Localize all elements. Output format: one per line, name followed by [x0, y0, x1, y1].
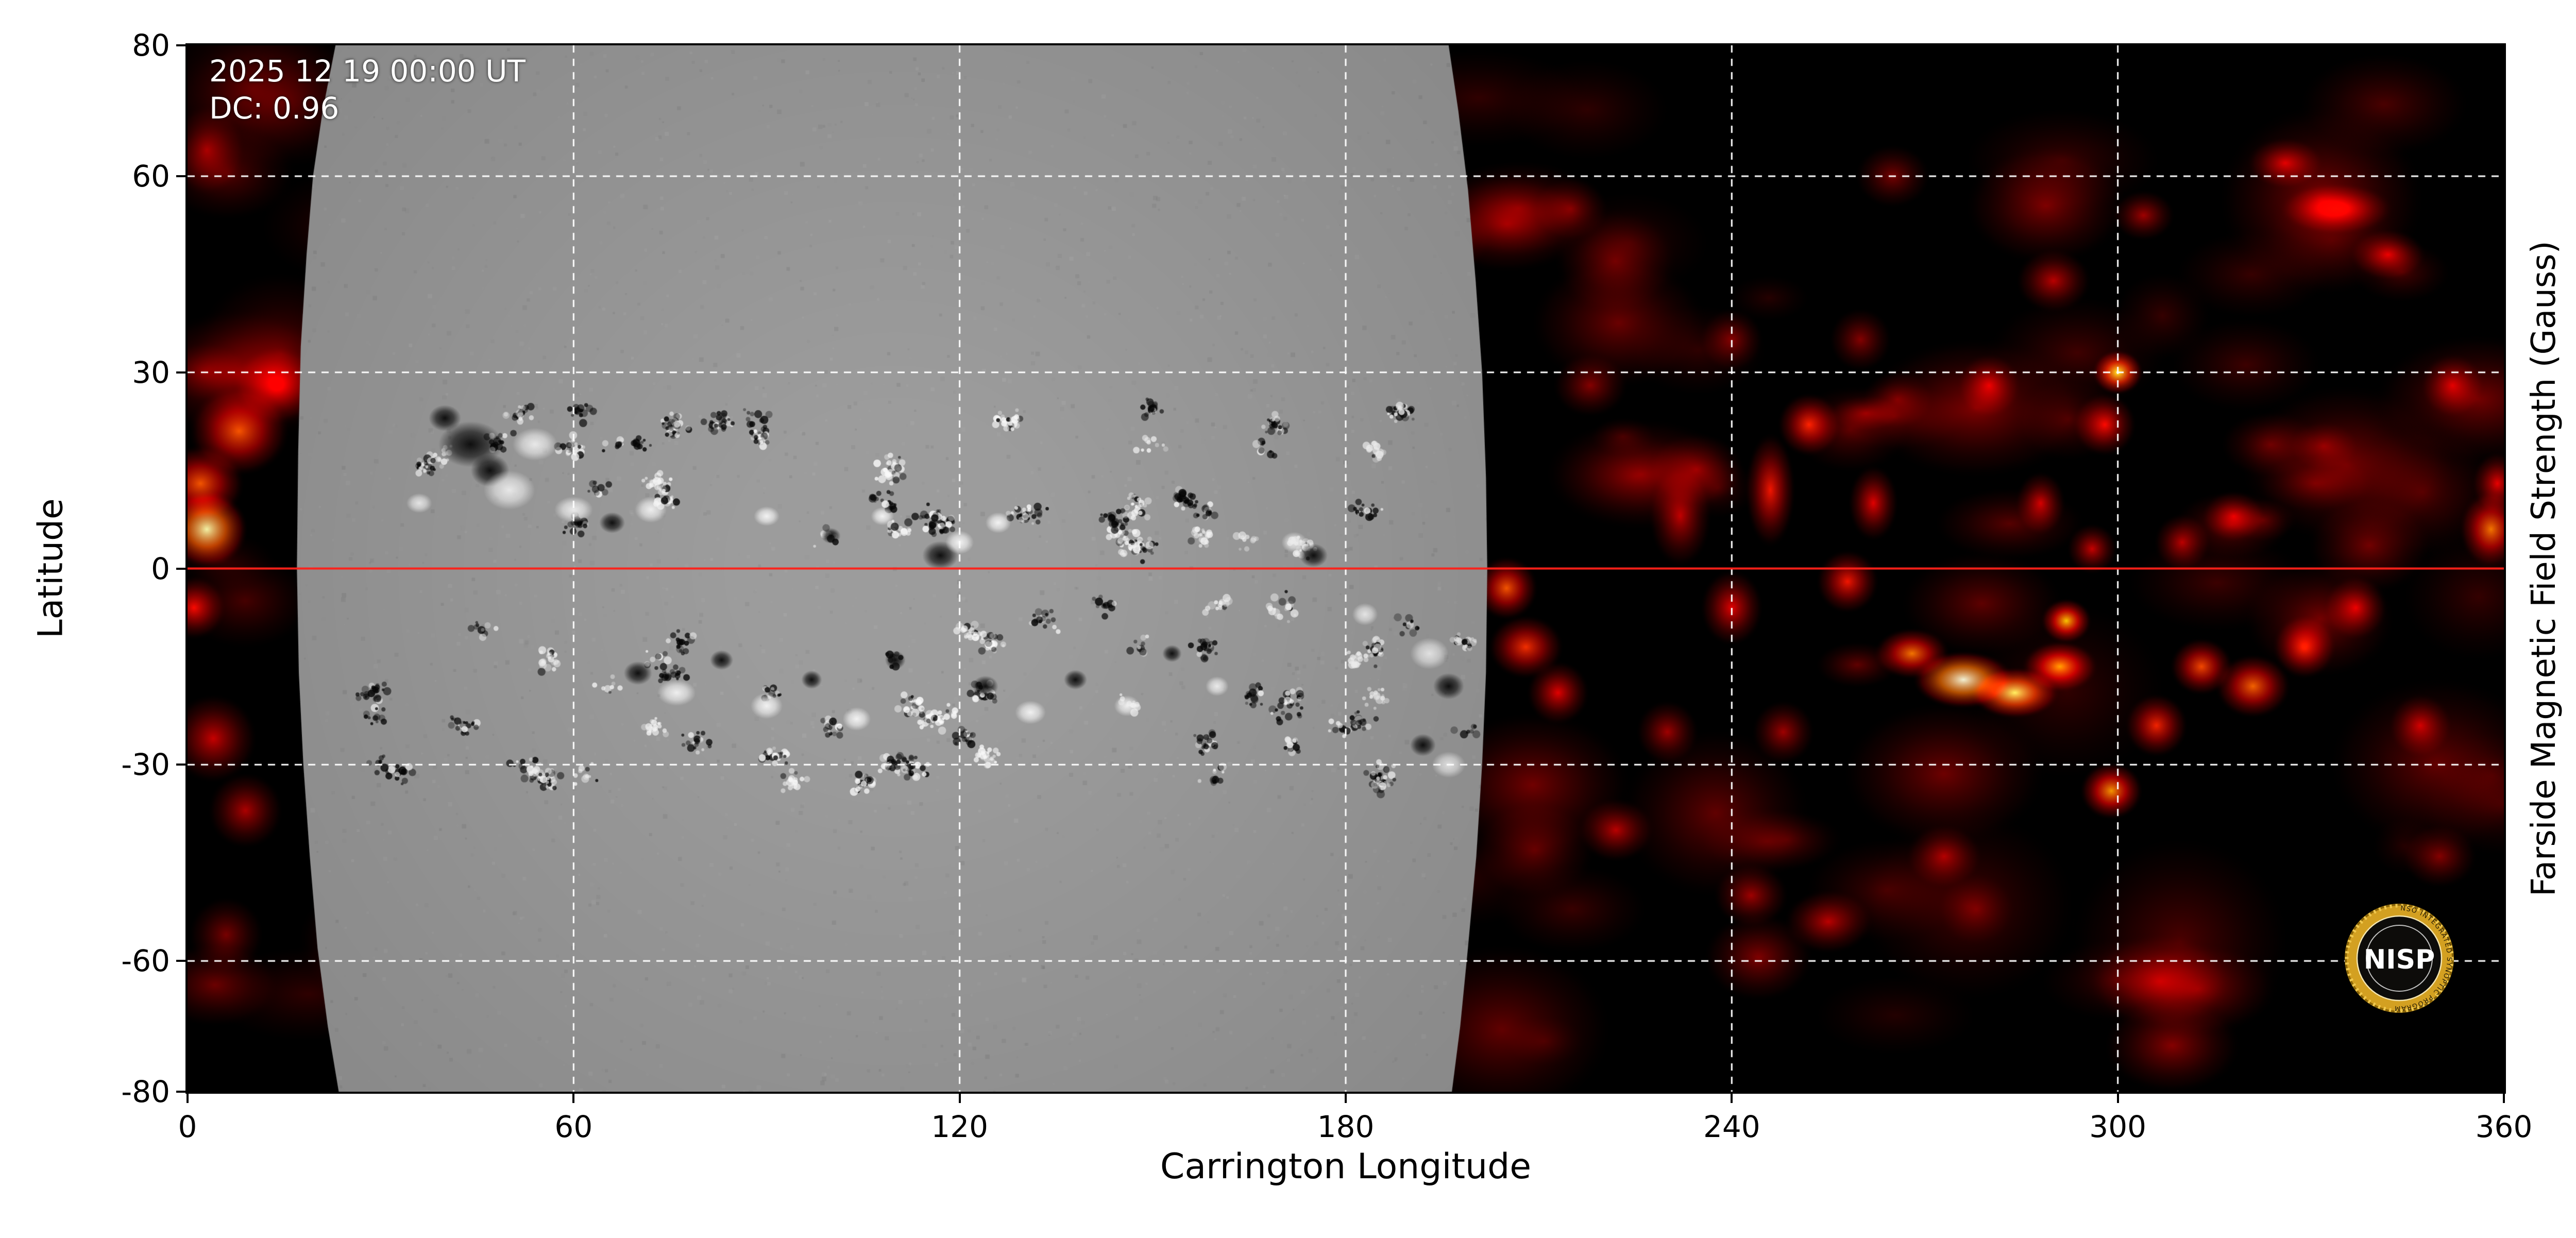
logo-sunburst — [2345, 904, 2454, 1013]
timestamp-annotation: 2025 12 19 00:00 UT — [209, 54, 526, 89]
y-tick-label: 30 — [132, 354, 170, 390]
plot-annotations: 2025 12 19 00:00 UT DC: 0.96 — [209, 53, 526, 127]
logo-text: NISP — [2364, 944, 2435, 975]
y-tick-label: 80 — [132, 28, 170, 63]
x-tick-label: 300 — [2089, 1109, 2147, 1144]
x-tick-label: 360 — [2475, 1109, 2533, 1144]
x-tick-mark — [2116, 1094, 2119, 1103]
y-tick-mark — [176, 1091, 185, 1093]
y-tick-mark — [176, 960, 185, 962]
map-plot-area: 2025 12 19 00:00 UT DC: 0.96 NSO INTEGRA… — [185, 43, 2506, 1094]
x-tick-label: 240 — [1703, 1109, 1760, 1144]
logo-inner-disc — [2356, 915, 2443, 1002]
y-tick-mark — [176, 567, 185, 570]
x-axis-label: Carrington Longitude — [1160, 1146, 1532, 1187]
logo-inner-ring — [2366, 925, 2433, 992]
x-tick-label: 180 — [1317, 1109, 1375, 1144]
x-tick-label: 0 — [178, 1109, 197, 1144]
y-tick-mark — [176, 764, 185, 766]
x-tick-mark — [958, 1094, 961, 1103]
y-tick-label: -60 — [121, 943, 170, 979]
farside-colorbar-label: Farside Magnetic Field Strength (Gauss) — [2525, 241, 2563, 896]
y-tick-mark — [176, 371, 185, 374]
nisp-logo: NSO INTEGRATED SYNOPTIC PROGRAM NISP — [2345, 904, 2454, 1013]
x-tick-mark — [2503, 1094, 2505, 1103]
y-tick-mark — [176, 175, 185, 177]
x-tick-label: 60 — [554, 1109, 593, 1144]
y-tick-label: 0 — [151, 551, 170, 586]
x-tick-mark — [1731, 1094, 1733, 1103]
y-axis-label: Latitude — [30, 498, 71, 639]
x-tick-label: 120 — [931, 1109, 989, 1144]
duty-cycle-annotation: DC: 0.96 — [209, 91, 340, 126]
x-tick-mark — [1345, 1094, 1347, 1103]
x-tick-mark — [187, 1094, 189, 1103]
y-tick-label: -80 — [121, 1074, 170, 1109]
y-tick-mark — [176, 44, 185, 46]
y-tick-label: -30 — [121, 747, 170, 783]
y-tick-label: 60 — [132, 158, 170, 194]
x-tick-mark — [572, 1094, 575, 1103]
magnetogram-heatmap — [188, 45, 2504, 1092]
